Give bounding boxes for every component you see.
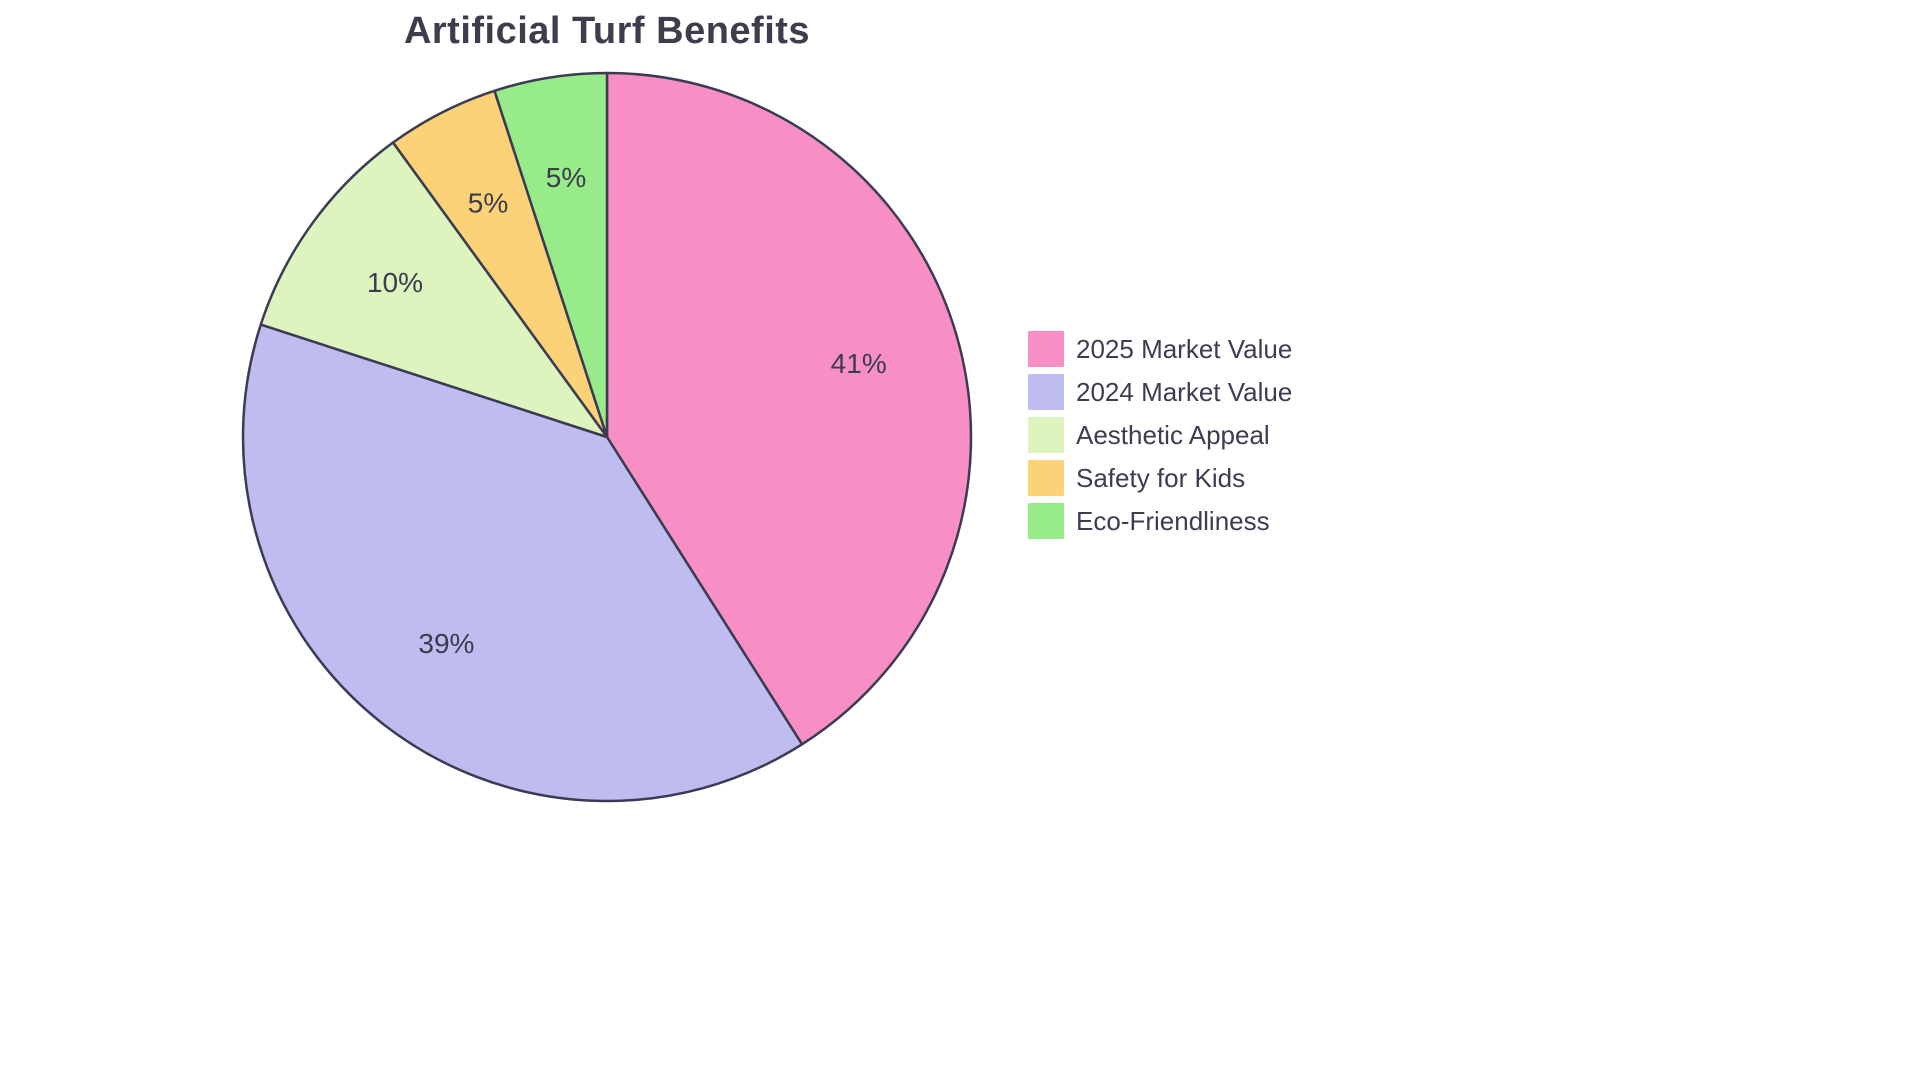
pie-slice-2 [259,141,609,439]
legend-label-0: 2025 Market Value [1076,333,1293,364]
legend-swatch-3 [1028,460,1064,496]
legend-label-2: Aesthetic Appeal [1076,419,1270,450]
pie-slice-0 [605,71,973,746]
slice-percentage-label-1: 39% [418,628,474,659]
legend-label-4: Eco-Friendliness [1076,505,1270,536]
pie-slice-4 [493,71,609,439]
legend-item-2: Aesthetic Appeal [1028,417,1292,453]
legend-label-1: 2024 Market Value [1076,376,1293,407]
legend-item-0: 2025 Market Value [1028,331,1292,367]
legend-swatch-4 [1028,503,1064,539]
legend: 2025 Market Value 2024 Market Value Aesthe… [1028,331,1292,539]
legend-swatch-1 [1028,374,1064,410]
slice-percentage-label-2: 10% [367,267,423,298]
slice-percentage-label-3: 5% [468,188,508,219]
pie-slice-1 [241,323,804,803]
pie-chart: 41% 39% 10% 5% 5% [241,71,973,803]
chart-title: Artificial Turf Benefits [403,10,811,52]
legend-label-3: Safety for Kids [1076,462,1246,493]
legend-swatch-0 [1028,331,1064,367]
legend-swatch-2 [1028,417,1064,453]
slice-percentage-label-0: 41% [831,348,887,379]
slice-percentage-label-4: 5% [546,162,586,193]
legend-item-3: Safety for Kids [1028,460,1292,496]
legend-item-1: 2024 Market Value [1028,374,1292,410]
legend-item-4: Eco-Friendliness [1028,503,1292,539]
